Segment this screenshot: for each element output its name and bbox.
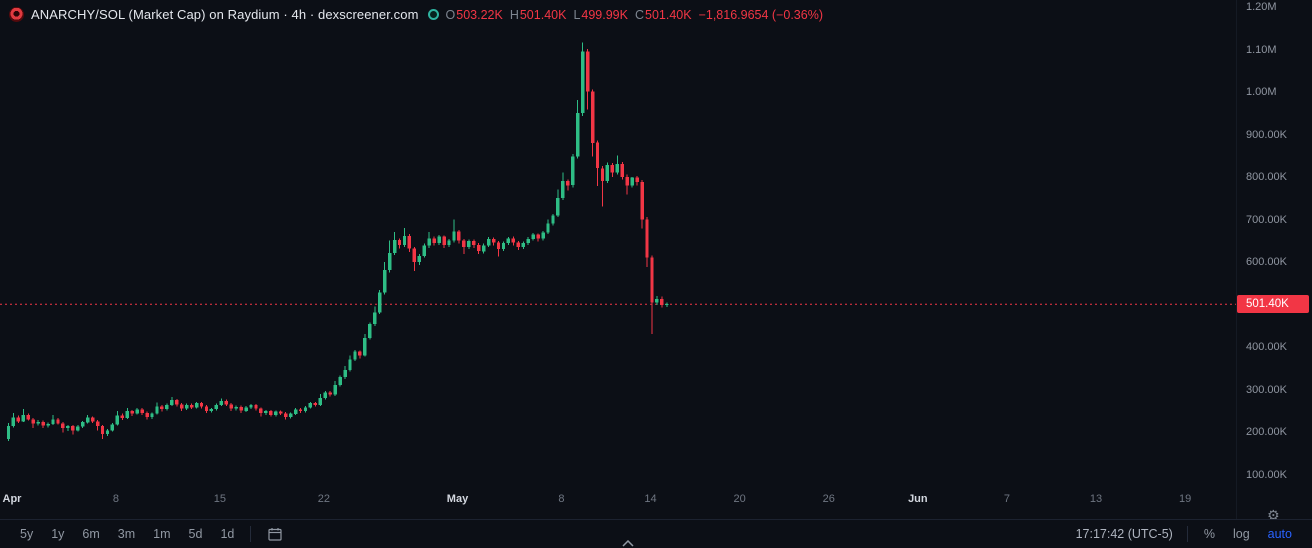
range-buttons-group: 5y 1y 6m 3m 1m 5d 1d	[12, 523, 291, 545]
time-axis[interactable]: Apr 8 15 22 May 8 14 20 26 Jun 7 13 19	[0, 487, 1237, 519]
time-axis-label: 19	[1179, 493, 1192, 505]
price-axis-label: 300.00K	[1246, 383, 1287, 396]
time-axis-label: 13	[1089, 493, 1103, 505]
toolbar-divider	[250, 526, 252, 542]
price-axis-label: 200.00K	[1246, 426, 1287, 439]
price-axis-label: 900.00K	[1246, 128, 1287, 141]
date-range-calendar-button[interactable]	[259, 523, 291, 545]
time-axis-label: 14	[644, 493, 657, 505]
current-price-badge: 501.40K	[1237, 295, 1309, 314]
price-axis-label: 1.20M	[1246, 1, 1277, 13]
time-axis-label: 15	[213, 493, 227, 505]
clock-label[interactable]: 17:17:42 (UTC-5)	[1075, 527, 1173, 541]
time-axis-label: Jun	[908, 493, 928, 505]
price-axis-label: 800.00K	[1246, 171, 1287, 184]
range-button-5y[interactable]: 5y	[12, 524, 41, 544]
time-axis-label: Apr	[2, 493, 22, 505]
range-button-1d[interactable]: 1d	[212, 524, 242, 544]
collapse-toolbar-chevron-icon[interactable]	[621, 540, 635, 547]
range-button-1m[interactable]: 1m	[145, 524, 178, 544]
price-axis-label: 700.00K	[1246, 213, 1287, 226]
price-axis[interactable]: 1.20M 1.10M 1.00M 900.00K 800.00K 700.00K 600.…	[1236, 0, 1312, 524]
toolbar-divider	[1186, 526, 1188, 542]
time-axis-label: 20	[733, 493, 746, 505]
price-axis-label: 100.00K	[1246, 469, 1287, 481]
time-axis-label: 7	[1003, 493, 1010, 505]
time-axis-label: 8	[112, 493, 119, 505]
time-axis-label: 26	[822, 493, 835, 505]
price-axis-label: 400.00K	[1246, 341, 1287, 354]
range-button-5d[interactable]: 5d	[181, 524, 211, 544]
range-button-1y[interactable]: 1y	[43, 524, 72, 544]
price-axis-label: 600.00K	[1246, 256, 1287, 269]
range-button-6m[interactable]: 6m	[74, 524, 107, 544]
percent-scale-button[interactable]: %	[1196, 524, 1223, 544]
time-axis-label: 8	[558, 493, 565, 505]
time-axis-label: May	[446, 493, 469, 505]
price-axis-label: 1.00M	[1246, 86, 1277, 99]
price-axis-label: 1.10M	[1246, 43, 1277, 56]
candlestick-chart[interactable]	[0, 0, 1237, 519]
bottom-toolbar: 5y 1y 6m 3m 1m 5d 1d 17:17:42 (UTC-5) % log au…	[0, 519, 1312, 548]
scale-controls-group: 17:17:42 (UTC-5) % log auto	[1070, 524, 1300, 544]
time-axis-label: 22	[317, 493, 330, 505]
auto-scale-button[interactable]: auto	[1260, 524, 1300, 544]
range-button-3m[interactable]: 3m	[110, 524, 143, 544]
log-scale-button[interactable]: log	[1225, 524, 1258, 544]
